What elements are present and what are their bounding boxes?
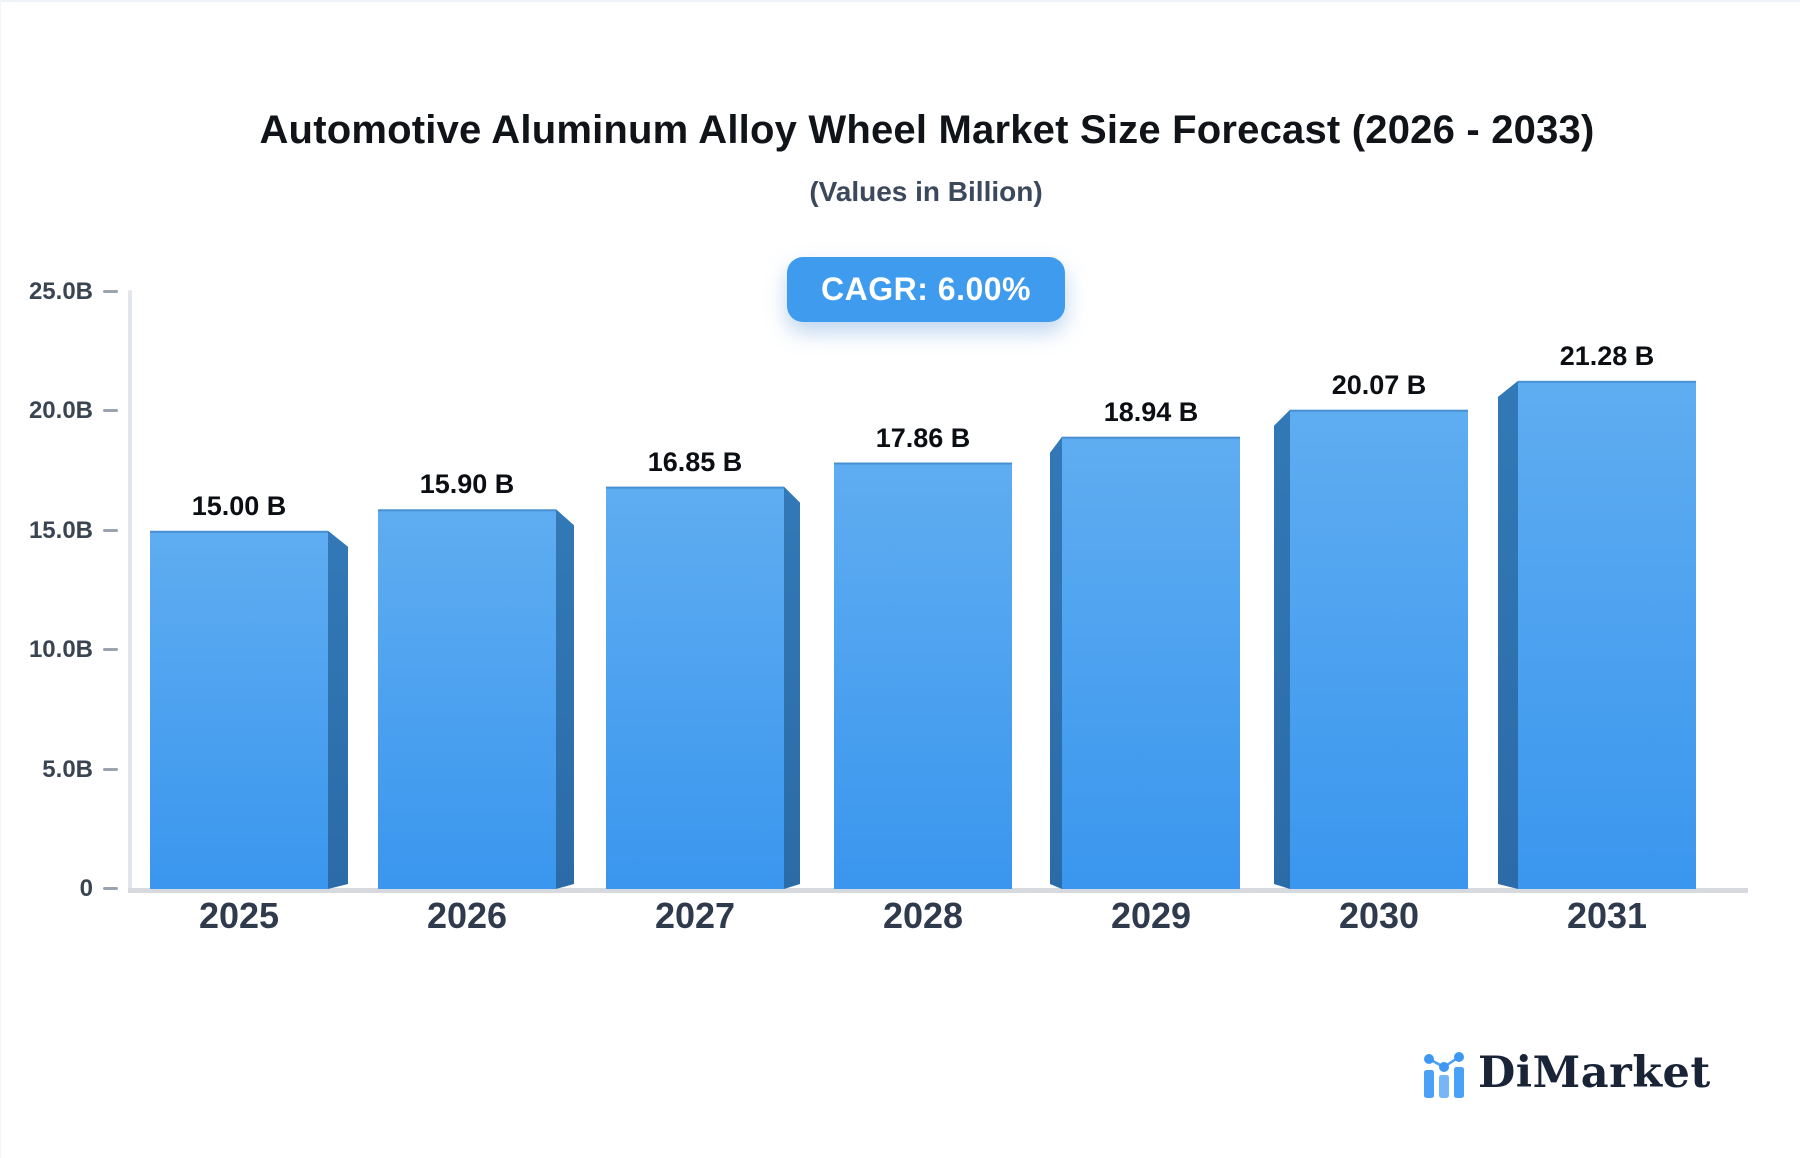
dimarket-bars-logo-icon xyxy=(1424,1052,1464,1098)
y-axis-tick-label: 5.0B xyxy=(42,755,93,783)
bar-value-label: 18.94 B xyxy=(1103,396,1199,427)
y-axis-tick-label: 15.0B xyxy=(28,516,93,544)
bar-top-edge xyxy=(834,462,1012,465)
bar-top-edge xyxy=(378,509,556,512)
x-axis-tick-label: 2025 xyxy=(198,895,280,936)
bar-value-label: 16.85 B xyxy=(647,446,743,477)
bar-value-label: 17.86 B xyxy=(875,422,971,453)
cagr-badge: CAGR: 6.00% xyxy=(787,257,1065,322)
brand-logo: DiMarket xyxy=(1419,1042,1711,1098)
y-axis-tick-mark xyxy=(103,648,118,652)
y-axis-tick-label: 10.0B xyxy=(28,636,93,664)
bar-top-edge xyxy=(150,530,328,533)
bar-side-face xyxy=(1498,380,1518,889)
x-axis-tick-label: 2029 xyxy=(1110,895,1192,936)
x-axis-tick-label: 2028 xyxy=(882,895,964,936)
y-axis-tick-label: 0 xyxy=(79,875,93,902)
y-axis-tick-label: 20.0B xyxy=(28,397,93,425)
bar-side-face xyxy=(1274,409,1290,889)
y-axis-tick-label: 25.0B xyxy=(28,278,93,305)
bar-face xyxy=(834,462,1012,889)
bar-value-label: 20.07 B xyxy=(1331,369,1427,400)
bar-face xyxy=(1290,409,1468,889)
bar-value-label: 21.28 B xyxy=(1559,340,1655,371)
y-axis-tick-mark xyxy=(103,528,118,532)
y-axis-tick-mark xyxy=(103,887,118,890)
y-axis-tick-mark xyxy=(103,409,118,413)
x-axis-tick-label: 2030 xyxy=(1338,895,1420,936)
bar-side-face xyxy=(328,530,348,889)
bar-side-face xyxy=(556,509,574,889)
bar-top-edge xyxy=(1062,436,1240,439)
bar-top-edge xyxy=(1290,409,1468,412)
bar-face xyxy=(378,509,556,889)
bar-side-face xyxy=(784,486,800,889)
chart-subtitle: (Values in Billion) xyxy=(809,176,1043,207)
x-axis-tick-label: 2027 xyxy=(654,895,736,936)
bar-value-label: 15.00 B xyxy=(191,490,287,521)
bar-face xyxy=(150,530,328,889)
bar-side-face xyxy=(1050,436,1062,889)
bar-face xyxy=(606,486,784,889)
brand-name: DiMarket xyxy=(1478,1048,1711,1098)
x-axis-tick-label: 2031 xyxy=(1566,895,1648,936)
chart-title: Automotive Aluminum Alloy Wheel Market S… xyxy=(259,108,1595,152)
bar-face xyxy=(1062,436,1240,889)
bar-value-label: 15.90 B xyxy=(419,469,515,500)
bar-top-edge xyxy=(1518,380,1696,383)
x-axis-baseline xyxy=(128,888,1748,893)
bar-face xyxy=(1518,380,1696,889)
y-axis-tick-mark xyxy=(103,290,118,293)
y-axis-tick-mark xyxy=(103,767,118,771)
y-axis-line xyxy=(128,290,132,890)
bar-top-edge xyxy=(606,486,784,489)
x-axis-tick-label: 2026 xyxy=(426,895,508,936)
